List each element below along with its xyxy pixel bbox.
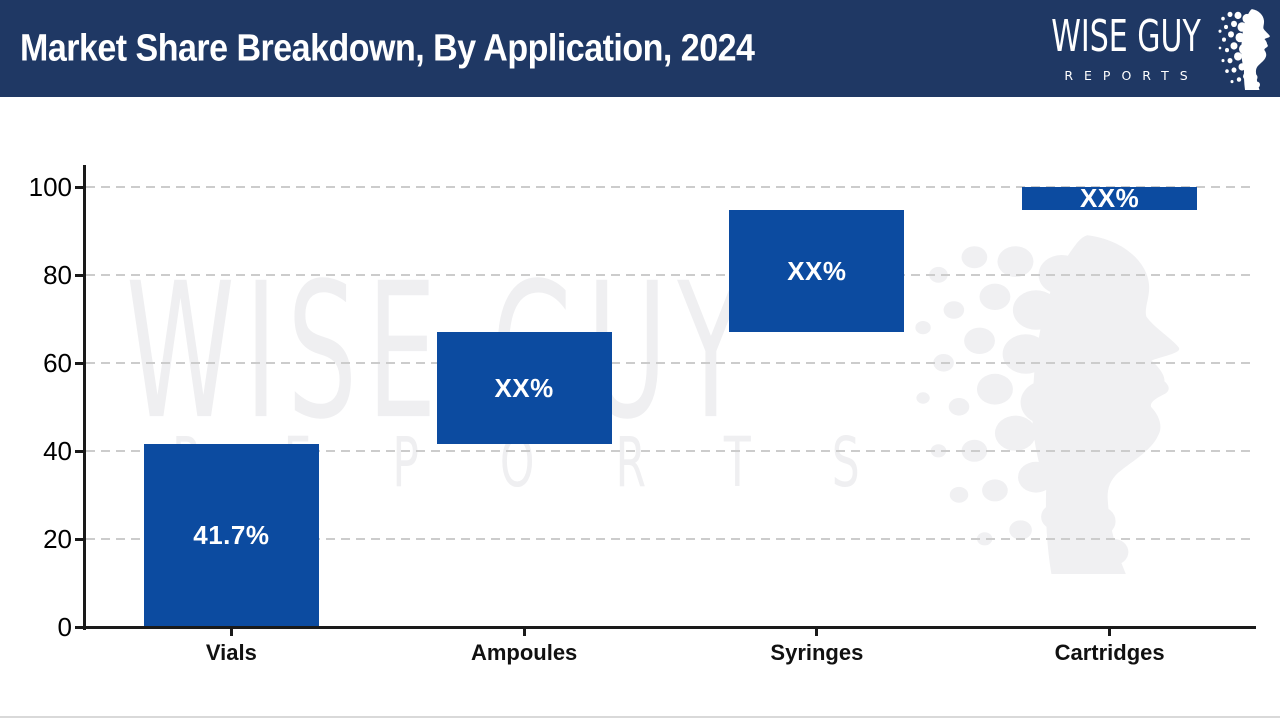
y-tick-mark: [75, 449, 83, 453]
bar-value-label: XX%: [1079, 183, 1140, 214]
y-tick-mark: [75, 273, 83, 277]
y-tick-label: 100: [28, 172, 72, 202]
bar-cartridges: XX%: [1022, 183, 1198, 214]
bar-value-label: XX%: [787, 256, 847, 287]
bottom-divider: [0, 716, 1280, 718]
bar-value-label: 41.7%: [193, 520, 270, 551]
bar-syringes: XX%: [729, 209, 905, 333]
brand-subname: REPORTS: [1064, 68, 1199, 83]
y-tick-label: 80: [43, 260, 72, 290]
x-tick-mark: [229, 629, 233, 636]
gridline: [86, 186, 1256, 188]
gridline: [86, 274, 1256, 276]
x-tick-mark: [1108, 629, 1112, 636]
page-title: Market Share Breakdown, By Application, …: [20, 26, 755, 70]
y-tick-mark: [75, 537, 83, 541]
y-axis-spine: [83, 165, 86, 630]
bar-value-label: XX%: [494, 372, 554, 403]
bar-ampoules: XX%: [436, 332, 612, 444]
x-tick-label-ampoules: Ampoules: [470, 640, 578, 665]
y-tick-label: 60: [43, 348, 72, 378]
x-tick-label-cartridges: Cartridges: [1054, 640, 1165, 665]
y-tick-label: 40: [43, 436, 72, 466]
y-tick-label: 20: [43, 524, 72, 554]
x-tick-mark: [815, 629, 819, 636]
y-tick-mark: [75, 625, 83, 629]
brand-name: WISE GUY: [1051, 11, 1201, 63]
bar-vials: 41.7%: [143, 443, 319, 627]
y-tick-mark: [75, 185, 83, 189]
y-tick-mark: [75, 361, 83, 365]
brand-logo-text: WISE GUY REPORTS: [1040, 11, 1212, 83]
x-axis-spine: [83, 626, 1256, 629]
gridline: [86, 450, 1256, 452]
gridline: [86, 362, 1256, 364]
x-tick-mark: [522, 629, 526, 636]
gridline: [86, 538, 1256, 540]
x-tick-label-vials: Vials: [205, 640, 257, 665]
x-tick-label-syringes: Syringes: [770, 640, 864, 665]
y-tick-label: 0: [57, 612, 72, 642]
header: Market Share Breakdown, By Application, …: [0, 0, 1280, 97]
brand-logo: WISE GUY REPORTS: [1040, 6, 1272, 90]
